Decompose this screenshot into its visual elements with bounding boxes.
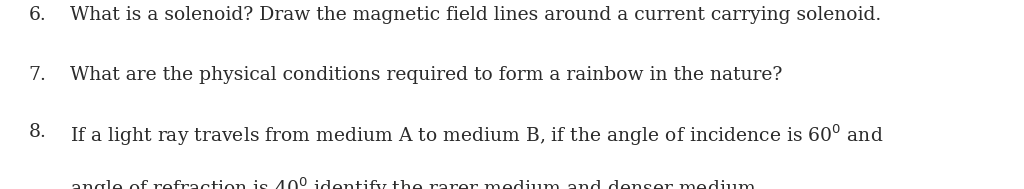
- Text: 7.: 7.: [29, 66, 46, 84]
- Text: If a light ray travels from medium A to medium B, if the angle of incidence is 6: If a light ray travels from medium A to …: [70, 123, 883, 148]
- Text: angle of refraction is 40$^{0}$ identify the rarer medium and denser medium.: angle of refraction is 40$^{0}$ identify…: [70, 176, 761, 189]
- Text: What are the physical conditions required to form a rainbow in the nature?: What are the physical conditions require…: [70, 66, 782, 84]
- Text: 6.: 6.: [29, 6, 46, 24]
- Text: What is a solenoid? Draw the magnetic field lines around a current carrying sole: What is a solenoid? Draw the magnetic fi…: [70, 6, 881, 24]
- Text: 8.: 8.: [29, 123, 46, 141]
